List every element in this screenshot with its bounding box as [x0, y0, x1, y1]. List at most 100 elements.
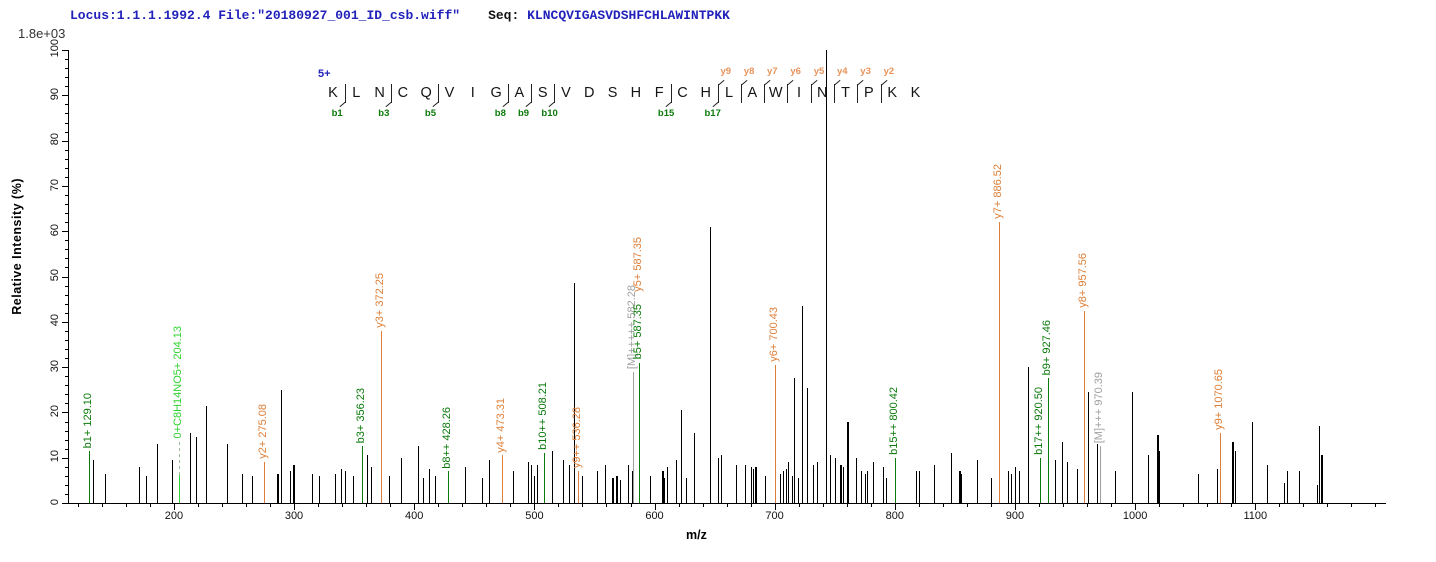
y-tick — [65, 339, 68, 341]
ion-peak — [544, 453, 546, 503]
ion-peak — [633, 371, 635, 503]
ms-peak — [813, 464, 815, 503]
y-tick — [65, 448, 68, 450]
y-tick — [65, 131, 68, 133]
y-tick-label: 90 — [49, 87, 61, 101]
sequence-residue: P — [864, 85, 874, 101]
ms-peak — [1267, 464, 1269, 503]
ms-peak — [1131, 392, 1133, 503]
ms-peak — [1007, 471, 1009, 503]
peak-label: b9+ 927.46 — [1040, 320, 1053, 376]
ion-peak — [380, 330, 382, 503]
x-tick — [1231, 503, 1233, 507]
ion-peak — [448, 471, 450, 503]
y-tick — [65, 86, 68, 88]
x-tick — [678, 503, 680, 507]
y-tick — [65, 104, 68, 106]
fragmentation-divider — [810, 84, 812, 103]
x-tick-label: 600 — [645, 510, 664, 522]
y-tick — [62, 185, 68, 187]
ms-peak — [685, 478, 687, 503]
ms-peak — [1321, 455, 1324, 503]
ms-peak — [785, 469, 787, 503]
b-ion-label: b1 — [331, 108, 343, 119]
sequence-residue: F — [654, 85, 664, 101]
ms-peak — [826, 50, 828, 503]
y-tick-label: 60 — [49, 223, 61, 237]
fragmentation-divider — [717, 84, 719, 103]
y-tick — [65, 204, 68, 205]
y-tick — [65, 493, 68, 495]
ms-peak — [816, 462, 818, 503]
y-tick — [65, 267, 68, 269]
ion-peak — [998, 222, 1000, 503]
y-tick-label: 30 — [49, 359, 61, 372]
ms-peak — [464, 466, 466, 503]
y-tick — [62, 50, 68, 51]
x-tick — [270, 503, 271, 507]
x-tick — [1014, 503, 1016, 510]
y-tick — [65, 376, 68, 378]
x-tick-label: 400 — [405, 510, 424, 522]
x-tick — [774, 503, 776, 510]
sequence-residue: V — [561, 85, 571, 101]
y-tick — [65, 213, 68, 215]
fragmentation-divider — [554, 84, 556, 103]
ms-peak — [1066, 462, 1068, 503]
x-tick — [173, 503, 175, 510]
ms-peak — [873, 462, 875, 503]
ms-peak — [512, 471, 514, 503]
y-tick — [65, 484, 68, 486]
b-ion-label: b17 — [704, 108, 721, 119]
x-tick — [894, 503, 896, 510]
y-tick — [65, 59, 68, 61]
y-tick — [65, 249, 68, 251]
x-tick — [1303, 503, 1305, 507]
x-tick — [342, 503, 344, 507]
b-ion-foot — [665, 101, 672, 108]
x-tick — [1351, 503, 1353, 507]
x-tick — [1063, 503, 1064, 507]
x-tick — [870, 503, 872, 507]
ms-peak — [1148, 455, 1150, 503]
ms-peak — [422, 478, 424, 503]
fragmentation-divider — [344, 84, 346, 103]
x-tick-label: 1100 — [1243, 510, 1268, 522]
ms-peak — [951, 453, 953, 503]
ms-peak — [1251, 421, 1253, 503]
ms-peak — [680, 410, 682, 503]
x-tick — [366, 503, 368, 507]
ms-peak — [797, 478, 799, 503]
x-tick — [630, 503, 632, 507]
ms-peak — [370, 466, 372, 503]
x-tick — [822, 503, 824, 507]
peak-label: y7+ 886.52 — [991, 164, 1004, 220]
ms-peak — [319, 475, 321, 503]
ms-peak — [783, 471, 785, 503]
y-tick — [65, 349, 68, 350]
x-tick — [990, 503, 992, 507]
precursor-charge: 5+ — [318, 68, 331, 80]
ms-peak — [787, 462, 789, 503]
x-tick-label: 200 — [164, 510, 184, 522]
ms-peak — [352, 475, 354, 503]
y-tick — [65, 394, 68, 396]
peak-label: b17++ 920.50 — [1032, 386, 1045, 455]
fragmentation-divider — [880, 84, 882, 103]
ms-peak — [918, 471, 920, 503]
header-line: Locus:1.1.1.1992.4 File:"20180927_001_ID… — [70, 8, 730, 23]
sequence-residue: H — [630, 85, 642, 101]
x-tick-label: 1000 — [1122, 510, 1148, 522]
ms-peak — [694, 432, 696, 503]
ms-peak — [1097, 444, 1099, 503]
sequence-residue: C — [397, 85, 409, 101]
x-tick — [149, 503, 151, 507]
ms-peak — [649, 475, 651, 503]
y-tick — [65, 68, 68, 70]
y-tick — [62, 95, 68, 97]
x-tick — [1111, 503, 1113, 507]
peak-label: y3+ 372.25 — [373, 273, 386, 328]
peak-label: y8+ 957.56 — [1077, 252, 1090, 308]
ms-peak — [401, 457, 402, 503]
x-tick — [558, 503, 560, 507]
